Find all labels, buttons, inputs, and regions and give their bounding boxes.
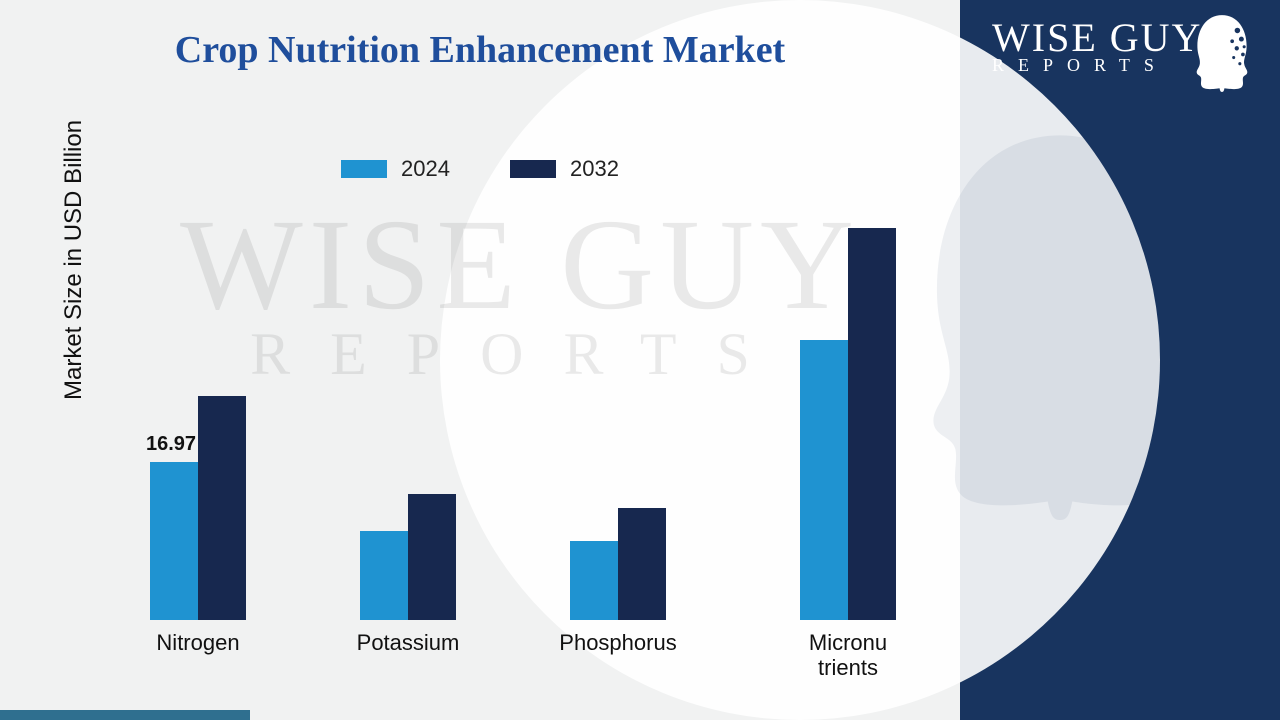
bar-group: Nitrogen: [150, 396, 246, 620]
legend: 2024 2032: [0, 156, 960, 182]
y-axis-label-text: Market Size in USD Billion: [60, 120, 87, 400]
bar: [848, 228, 896, 620]
x-axis-label: Micronu trients: [809, 630, 887, 681]
legend-swatch-2024: [341, 160, 387, 178]
y-axis-label: Market Size in USD Billion: [60, 120, 88, 400]
x-axis-label: Potassium: [357, 630, 460, 655]
x-axis-label: Phosphorus: [559, 630, 676, 655]
bar-value-label: 16.97: [146, 433, 196, 456]
brand-logo: WISE GUY REPORTS: [992, 14, 1252, 76]
x-axis-label: Nitrogen: [156, 630, 239, 655]
bar-group: Phosphorus: [570, 508, 666, 620]
legend-label-2024: 2024: [401, 156, 450, 182]
legend-swatch-2032: [510, 160, 556, 178]
bar-group: Potassium: [360, 494, 456, 620]
bar-group: Micronu trients: [800, 228, 896, 620]
logo-head-icon: [1182, 12, 1262, 92]
bar: [360, 531, 408, 620]
legend-item-2024: 2024: [341, 156, 450, 182]
legend-item-2032: 2032: [510, 156, 619, 182]
bottom-accent-bar: [0, 710, 250, 720]
bar: [618, 508, 666, 620]
title-text: Crop Nutrition Enhancement Market: [175, 29, 785, 71]
bar-chart: Nitrogen Potassium Phosphorus Micronu trien…: [120, 200, 940, 620]
bar: [150, 462, 198, 620]
bar: [198, 396, 246, 620]
bar: [800, 340, 848, 620]
chart-title: Crop Nutrition Enhancement Market: [0, 28, 960, 72]
bar: [570, 541, 618, 620]
legend-label-2032: 2032: [570, 156, 619, 182]
bar: [408, 494, 456, 620]
